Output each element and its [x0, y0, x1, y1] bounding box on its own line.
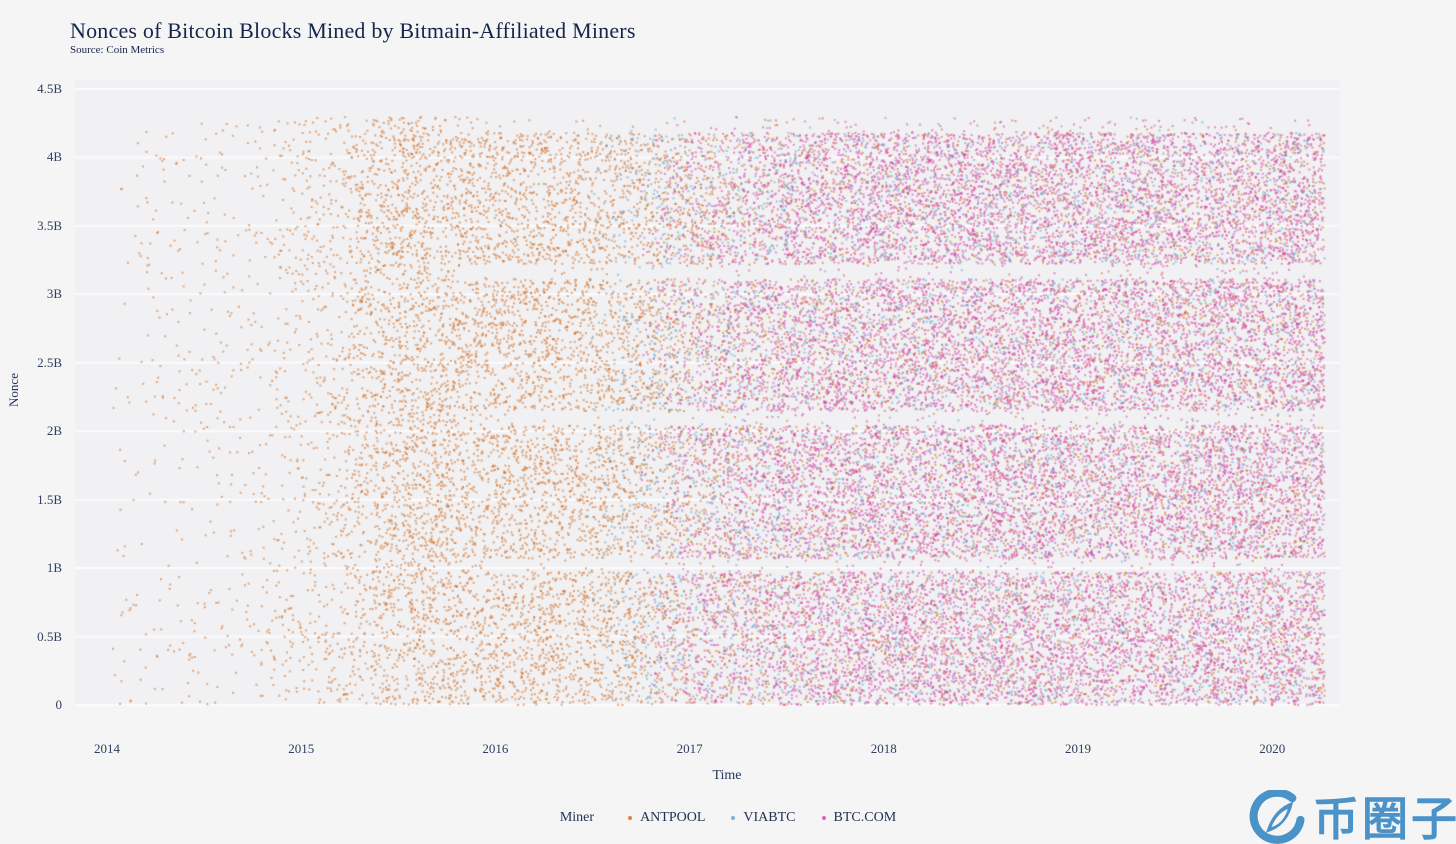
legend: Miner ANTPOOL VIABTC BTC.COM [0, 810, 1456, 826]
legend-item-btc-com[interactable]: BTC.COM [821, 810, 897, 826]
y-tick-label: 0.5B [37, 628, 62, 644]
y-tick-label: 2.5B [37, 354, 62, 370]
legend-marker-dot-icon [731, 816, 736, 820]
chart-source: Source: Coin Metrics [70, 44, 165, 56]
legend-item-label: ANTPOOL [640, 810, 706, 825]
watermark: 币圈子 [1247, 790, 1456, 844]
y-tick-label: 1B [46, 560, 62, 576]
x-axis-title: Time [712, 768, 742, 783]
legend-item-label: BTC.COM [833, 810, 897, 825]
legend-item-label: VIABTC [743, 810, 796, 825]
y-tick-label: 4.5B [37, 80, 62, 96]
chart-title: Nonces of Bitcoin Blocks Mined by Bitmai… [70, 18, 636, 43]
y-tick-label: 3B [46, 286, 62, 302]
x-tick-label: 2014 [94, 741, 120, 756]
legend-marker-dot-icon [628, 816, 633, 820]
y-tick-label: 2B [46, 423, 62, 439]
watermark-text: 币圈子 [1313, 792, 1456, 844]
x-tick-label: 2017 [676, 741, 703, 756]
y-tick-label: 4B [46, 149, 62, 165]
x-tick-label: 2015 [288, 741, 315, 756]
x-tick-label: 2019 [1065, 741, 1091, 756]
x-tick-label: 2018 [870, 741, 897, 756]
y-tick-label: 0 [55, 697, 63, 712]
y-tick-label: 3.5B [37, 217, 62, 233]
x-tick-label: 2016 [482, 741, 509, 756]
y-tick-label: 1.5B [37, 491, 62, 507]
coin-swoosh-logo-icon [1249, 790, 1305, 844]
x-tick-label: 2020 [1259, 741, 1286, 756]
legend-items: ANTPOOL VIABTC BTC.COM [602, 810, 896, 826]
legend-item-antpool[interactable]: ANTPOOL [628, 810, 705, 826]
legend-title: Miner [559, 810, 595, 825]
legend-marker-dot-icon [821, 816, 826, 820]
legend-item-viabtc[interactable]: VIABTC [731, 810, 796, 826]
